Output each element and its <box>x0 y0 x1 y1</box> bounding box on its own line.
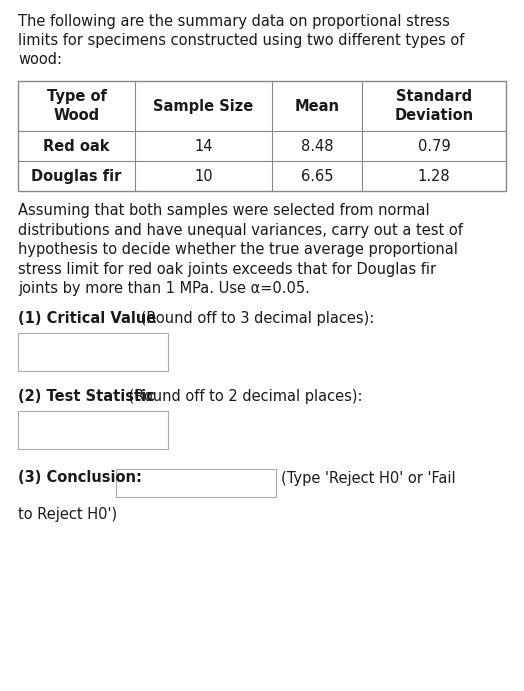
Text: The following are the summary data on proportional stress: The following are the summary data on pr… <box>18 14 450 29</box>
Text: wood:: wood: <box>18 52 62 67</box>
Text: to Reject H0'): to Reject H0') <box>18 507 117 522</box>
Text: 8.48: 8.48 <box>301 138 333 153</box>
Text: (Type 'Reject H0' or 'Fail: (Type 'Reject H0' or 'Fail <box>281 471 456 486</box>
Text: Assuming that both samples were selected from normal: Assuming that both samples were selected… <box>18 203 430 218</box>
Text: Red oak: Red oak <box>43 138 110 153</box>
Text: 0.79: 0.79 <box>418 138 450 153</box>
Text: (Round off to 2 decimal places):: (Round off to 2 decimal places): <box>124 388 363 404</box>
Text: stress limit for red oak joints exceeds that for Douglas fir: stress limit for red oak joints exceeds … <box>18 261 436 276</box>
Text: distributions and have unequal variances, carry out a test of: distributions and have unequal variances… <box>18 223 463 238</box>
Bar <box>18 410 168 448</box>
Bar <box>18 332 168 370</box>
Text: Mean: Mean <box>294 99 340 113</box>
Text: Type of
Wood: Type of Wood <box>47 88 106 124</box>
Text: 10: 10 <box>194 169 213 184</box>
Text: Sample Size: Sample Size <box>154 99 254 113</box>
Text: (2) Test Statistic: (2) Test Statistic <box>18 388 155 404</box>
Text: Douglas fir: Douglas fir <box>31 169 122 184</box>
Bar <box>116 468 276 497</box>
Text: 6.65: 6.65 <box>301 169 333 184</box>
Text: hypothesis to decide whether the true average proportional: hypothesis to decide whether the true av… <box>18 242 458 257</box>
Text: (1) Critical Value: (1) Critical Value <box>18 310 156 325</box>
Text: (Round off to 3 decimal places):: (Round off to 3 decimal places): <box>136 310 374 325</box>
Text: Standard
Deviation: Standard Deviation <box>395 88 474 124</box>
Text: (3) Conclusion:: (3) Conclusion: <box>18 471 142 486</box>
Bar <box>18 81 506 191</box>
Text: limits for specimens constructed using two different types of: limits for specimens constructed using t… <box>18 33 464 48</box>
Text: 14: 14 <box>194 138 213 153</box>
Text: 1.28: 1.28 <box>418 169 450 184</box>
Text: joints by more than 1 MPa. Use α=0.05.: joints by more than 1 MPa. Use α=0.05. <box>18 281 310 296</box>
